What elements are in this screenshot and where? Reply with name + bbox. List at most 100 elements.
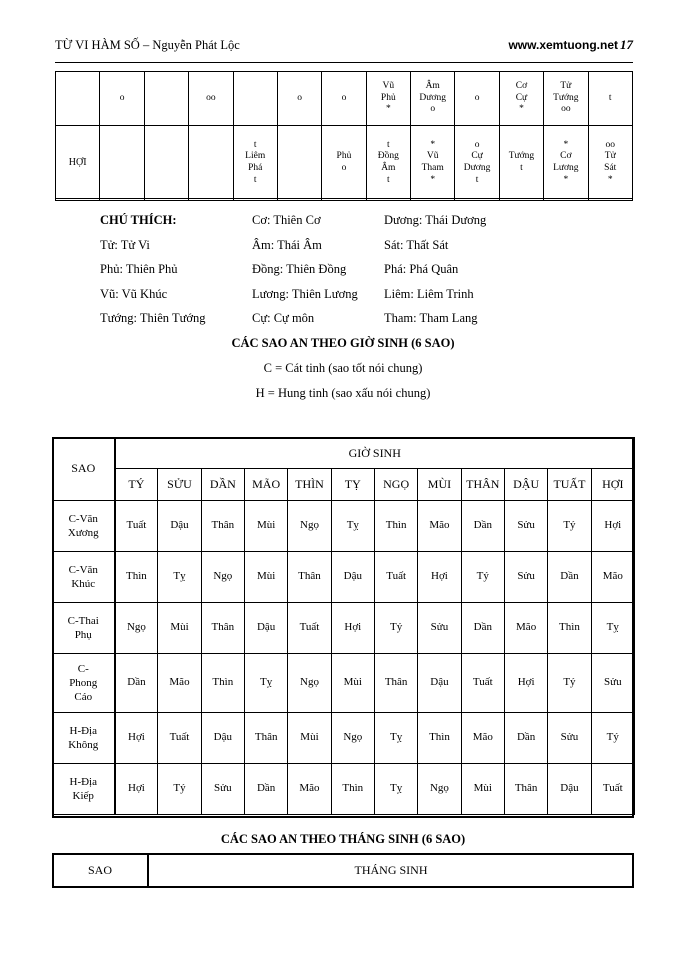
legend-title: CHÚ THÍCH: <box>100 213 177 227</box>
top-chart-table: o oo o o Vũ Phủ * Âm Dương o o Cơ Cự * Tử Tướng oo t HỢI t L… <box>54 71 633 201</box>
table-cell: Hợi <box>113 712 159 764</box>
column-group-header-gio-sinh: GIỜ SINH <box>114 437 635 469</box>
table-cell: Dậu <box>200 712 245 764</box>
month-star-table-container: SAO THÁNG SINH <box>52 853 634 888</box>
chart-cell <box>232 71 278 126</box>
chart-cell-line: * <box>563 139 569 150</box>
chart-cell-text: HỢI <box>56 157 99 169</box>
chart-cell-line: oo <box>561 104 571 115</box>
chart-cell-line: t <box>253 139 257 150</box>
chart-cell: o <box>454 71 500 126</box>
chart-cell-line: Cự <box>515 92 528 103</box>
chart-cell-text: H-Địa Kiếp <box>53 775 114 804</box>
chart-cell-line: Xương <box>67 527 99 539</box>
table-cell: Dậu <box>330 551 375 603</box>
table-cell: Dần <box>547 551 592 603</box>
chart-cell <box>143 71 190 126</box>
chart-cell-line: Không <box>68 739 99 751</box>
chart-cell-line: C- <box>77 662 89 675</box>
chart-cell-text: H-Địa Không <box>53 724 114 753</box>
legend-entry: Cơ: Thiên Cơ <box>252 213 321 227</box>
table-cell: Tý <box>590 712 635 764</box>
table-cell: Mùi <box>243 551 289 603</box>
table-cell: Dần <box>243 763 289 815</box>
chart-cell: Phủ o <box>321 125 367 201</box>
table-row: C-Văn Khúc Thìn Tỵ Ngọ Mùi Thân Dậu Tuất Hợi Tý Sửu… <box>52 551 635 603</box>
chart-cell-line: Phá <box>248 163 263 173</box>
running-header: TỪ VI HÀM SỐ – Nguyễn Phát Lộc www.xemtu… <box>55 37 633 53</box>
chart-cell: oo Tử Sát * <box>587 125 633 201</box>
table-cell: Mão <box>503 602 549 654</box>
chart-cell: o <box>321 71 367 126</box>
section-title-month: CÁC SAO AN THEO THÁNG SINH (6 SAO) <box>220 832 466 846</box>
column-header-hour: THÂN <box>460 468 505 501</box>
chart-cell-line: o <box>474 92 480 103</box>
table-cell: Hợi <box>330 602 375 654</box>
chart-cell-line: t <box>386 139 390 150</box>
table-cell: Dần <box>460 602 505 654</box>
header-rule <box>55 62 633 63</box>
legend-entry: Lương: Thiên Lương <box>252 286 358 301</box>
table-cell: Thân <box>200 602 245 654</box>
chart-cell-line: t <box>253 174 257 185</box>
chart-cell-line: Dương <box>463 163 491 173</box>
table-cell: Dần <box>503 712 549 764</box>
table-row: C- Phong Cáo Dần Mão Thìn Tỵ Ngọ Mùi Thân Dậu Tuất H… <box>52 653 635 713</box>
legend-entry: Đồng: Thiên Đồng <box>252 262 347 277</box>
chart-cell-text: oo Tử Sát * <box>589 140 633 186</box>
table-cell: Ngọ <box>417 763 462 815</box>
hour-star-table-body: C-Văn Xương Tuất Dậu Thân Mùi Ngọ Tỵ Thìn Mão Dần S… <box>52 500 635 815</box>
column-header-hour: HỢI <box>590 468 635 501</box>
chart-cell: o <box>276 71 323 126</box>
note-cat-tinh: C = Cát tinh (sao tốt nói chung) <box>263 361 423 375</box>
chart-cell-text: o <box>455 93 498 105</box>
chart-cell-line: Dương <box>419 92 446 103</box>
chart-cell-text: C- Phong Cáo <box>53 662 114 705</box>
chart-cell-text: t <box>589 93 633 105</box>
chart-cell-text: Âm Dương o <box>411 81 454 116</box>
table-cell: Dần <box>113 653 159 713</box>
chart-cell: * Vũ Tham * <box>409 125 456 201</box>
table-cell: Sửu <box>590 653 635 713</box>
table-cell: Mùi <box>287 712 332 764</box>
chart-cell-text: Phủ o <box>322 151 365 174</box>
legend-row: Vũ: Vũ Khúc Lương: Thiên Lương Liêm: Liêm … <box>100 282 600 307</box>
chart-cell: Tử Tướng oo <box>543 71 589 126</box>
chart-cell-line: Tử <box>560 81 572 92</box>
chart-cell-line: Đồng <box>377 151 399 162</box>
chart-cell-line: o <box>119 92 125 103</box>
legend-entry: Tướng: Thiên Tướng <box>100 311 206 326</box>
chart-cell-line: * <box>430 174 436 185</box>
column-header-hour: TỴ <box>330 468 375 501</box>
column-header-hour: MÃO <box>243 468 289 501</box>
chart-cell-text: C-Văn Xương <box>53 512 114 541</box>
legend-row: CHÚ THÍCH: Cơ: Thiên Cơ Dương: Thái Dương <box>100 208 600 233</box>
row-header-star: C-Thai Phụ <box>52 602 116 654</box>
chart-cell: Vũ Phủ * <box>365 71 412 126</box>
chart-cell <box>276 125 323 201</box>
chart-cell-line: Cơ <box>515 81 528 92</box>
column-header-hour: DẦN <box>200 468 245 501</box>
table-cell: Sửu <box>503 500 549 552</box>
table-cell: Ngọ <box>113 602 159 654</box>
chart-cell: HỢI <box>54 125 101 201</box>
table-cell: Ngọ <box>200 551 245 603</box>
table-cell: Tuất <box>460 653 505 713</box>
chart-cell-line: oo <box>206 92 216 103</box>
chart-cell-line: C-Văn <box>68 512 98 525</box>
month-star-table-body: SAO THÁNG SINH <box>52 853 634 888</box>
chart-cell: Tướng t <box>498 125 545 201</box>
chart-cell-line: * <box>563 174 569 185</box>
chart-cell-line: Tướng <box>508 151 535 162</box>
table-cell: Tý <box>547 653 592 713</box>
table-cell: Mão <box>460 712 505 764</box>
chart-cell-line: Cơ <box>560 151 572 162</box>
table-cell: Thìn <box>330 763 375 815</box>
month-star-table: SAO THÁNG SINH <box>52 853 634 888</box>
chart-cell-text: o Cự Dương t <box>455 140 498 186</box>
legend-entry: Phá: Phá Quân <box>384 262 459 277</box>
chart-cell-text: * Vũ Tham * <box>411 140 454 186</box>
top-chart-row: o oo o o Vũ Phủ * Âm Dương o o Cơ Cự * Tử Tướng oo t <box>54 71 633 126</box>
column-header-hour: TUẤT <box>547 468 592 501</box>
chart-cell-line: t <box>608 92 612 103</box>
